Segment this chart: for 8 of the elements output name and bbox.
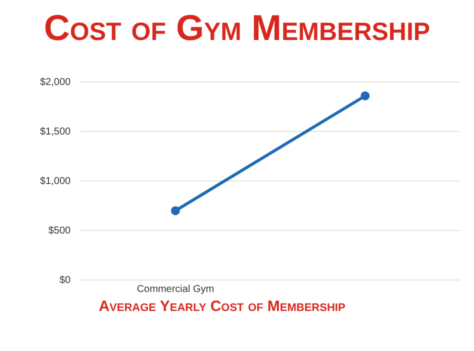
x-tick-label: Commercial Gym [136,284,214,295]
y-tick-label: $500 [48,225,72,236]
y-tick-label: $0 [59,274,72,286]
y-tick-label: $2,000 [40,76,72,88]
x-axis-title: Average Yearly Cost of Membership [98,298,346,315]
y-tick-label: $1,500 [40,126,72,138]
chart-title: Cost of Gym Membership [42,7,432,48]
y-tick-label: $1,000 [40,176,72,187]
